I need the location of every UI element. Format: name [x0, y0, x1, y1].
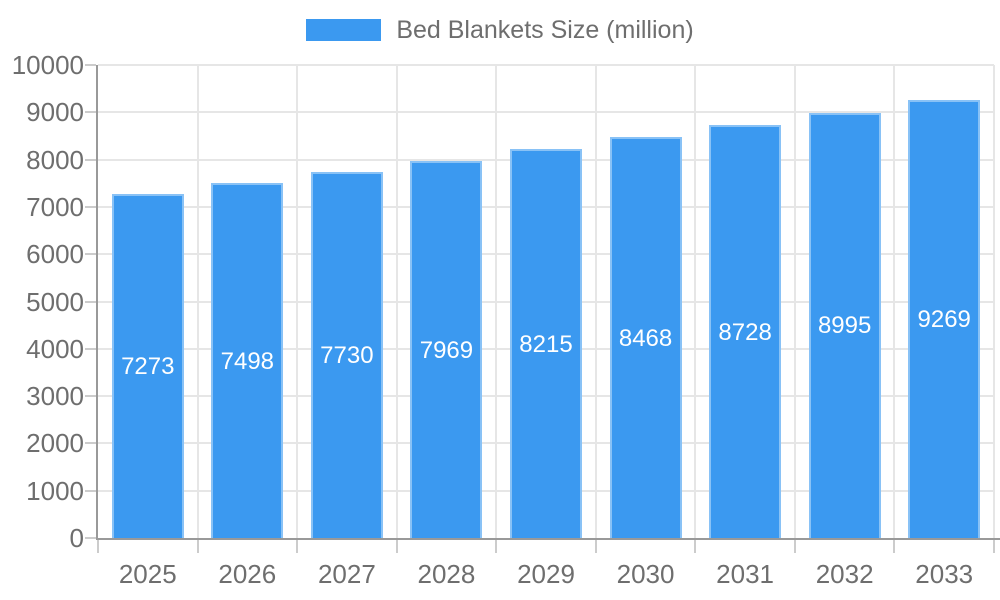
y-axis-tick [85, 253, 96, 256]
x-axis-category-label: 2025 [118, 559, 177, 589]
y-axis-tick-label: 3000 [26, 381, 84, 412]
x-axis-category-label: 2031 [716, 559, 775, 589]
bar: 9269 [908, 99, 981, 538]
x-axis-tick [196, 540, 199, 553]
y-axis-tick [85, 64, 96, 66]
v-gridline [296, 65, 299, 538]
bar: 8995 [808, 112, 881, 538]
v-gridline [495, 65, 498, 538]
bar: 7969 [410, 161, 483, 538]
bar: 7498 [211, 183, 284, 538]
x-axis-line [96, 538, 1000, 540]
y-axis-tick-label: 1000 [26, 475, 84, 506]
bar-value-label: 7969 [419, 336, 474, 364]
x-axis-tick [594, 540, 597, 553]
x-axis-category-label: 2030 [616, 559, 675, 589]
y-axis-tick-label: 8000 [26, 144, 84, 175]
bar-value-label: 8468 [618, 324, 673, 352]
bar-value-label: 8215 [519, 330, 573, 358]
h-gridline [98, 111, 994, 114]
x-axis-labels: 2025 2026 2027 2028 2029 2030 2031 2032 2033 [98, 559, 994, 589]
bar-value-label: 7498 [220, 347, 275, 375]
x-axis-tick [97, 540, 99, 553]
x-axis-category-label: 2026 [218, 559, 277, 589]
y-axis-line [96, 65, 98, 540]
x-axis-category-label: 2028 [417, 559, 476, 589]
y-axis-tick [85, 111, 96, 114]
v-gridline [395, 65, 398, 538]
x-axis-category-label: 2029 [517, 559, 575, 589]
v-gridline [196, 65, 199, 538]
bar: 7730 [310, 172, 383, 538]
x-axis-tick [793, 540, 796, 553]
y-axis-tick-label: 7000 [26, 191, 84, 222]
v-gridline [993, 65, 995, 538]
y-axis-tick [85, 395, 96, 398]
legend-label: Bed Blankets Size (million) [396, 15, 694, 44]
y-axis-tick [85, 442, 96, 445]
bar-value-label: 7273 [121, 353, 175, 380]
x-axis-tick [495, 540, 498, 553]
x-axis-category-label: 2027 [317, 559, 376, 589]
x-axis-tick [296, 540, 299, 553]
v-gridline [793, 65, 796, 538]
y-axis-tick [85, 489, 96, 492]
bar-value-label: 8995 [817, 312, 872, 340]
y-axis-tick [85, 205, 96, 208]
y-axis-tick [85, 537, 96, 539]
h-gridline [98, 64, 994, 66]
x-axis-tick [993, 540, 995, 553]
y-axis-tick-label: 5000 [26, 286, 84, 317]
v-gridline [893, 65, 896, 538]
y-axis-tick-label: 6000 [26, 239, 84, 270]
y-axis-tick-label: 4000 [26, 333, 84, 364]
y-axis-tick [85, 300, 96, 303]
v-gridline [594, 65, 597, 538]
bar-value-label: 7730 [320, 342, 374, 370]
v-gridline [694, 65, 697, 538]
legend: Bed Blankets Size (million) [0, 14, 1000, 46]
legend-swatch [306, 19, 382, 41]
y-axis-tick [85, 347, 96, 350]
bar: 8728 [709, 125, 782, 538]
bar: 7273 [111, 194, 184, 538]
bar-value-label: 8728 [718, 318, 772, 346]
bar: 8215 [510, 149, 582, 538]
x-axis-tick [694, 540, 697, 553]
y-axis-tick-label: 0 [69, 523, 84, 553]
x-axis-tick [893, 540, 896, 553]
y-axis-tick-label: 2000 [26, 428, 84, 459]
plot-area: 7273 7498 7730 7969 8215 8468 8728 8995 9269 [85, 64, 995, 553]
bar: 8468 [609, 137, 682, 538]
y-axis-tick-label: 10000 [11, 50, 84, 80]
bar-value-label: 9269 [917, 305, 971, 333]
y-axis-labels: 0 1000 2000 3000 4000 5000 6000 7000 8000 9000 100… [0, 52, 84, 551]
y-axis-tick-label: 9000 [26, 97, 84, 128]
x-axis-category-label: 2032 [815, 559, 874, 589]
x-axis-category-label: 2033 [915, 559, 974, 589]
x-axis-tick [395, 540, 398, 553]
y-axis-tick [85, 158, 96, 161]
